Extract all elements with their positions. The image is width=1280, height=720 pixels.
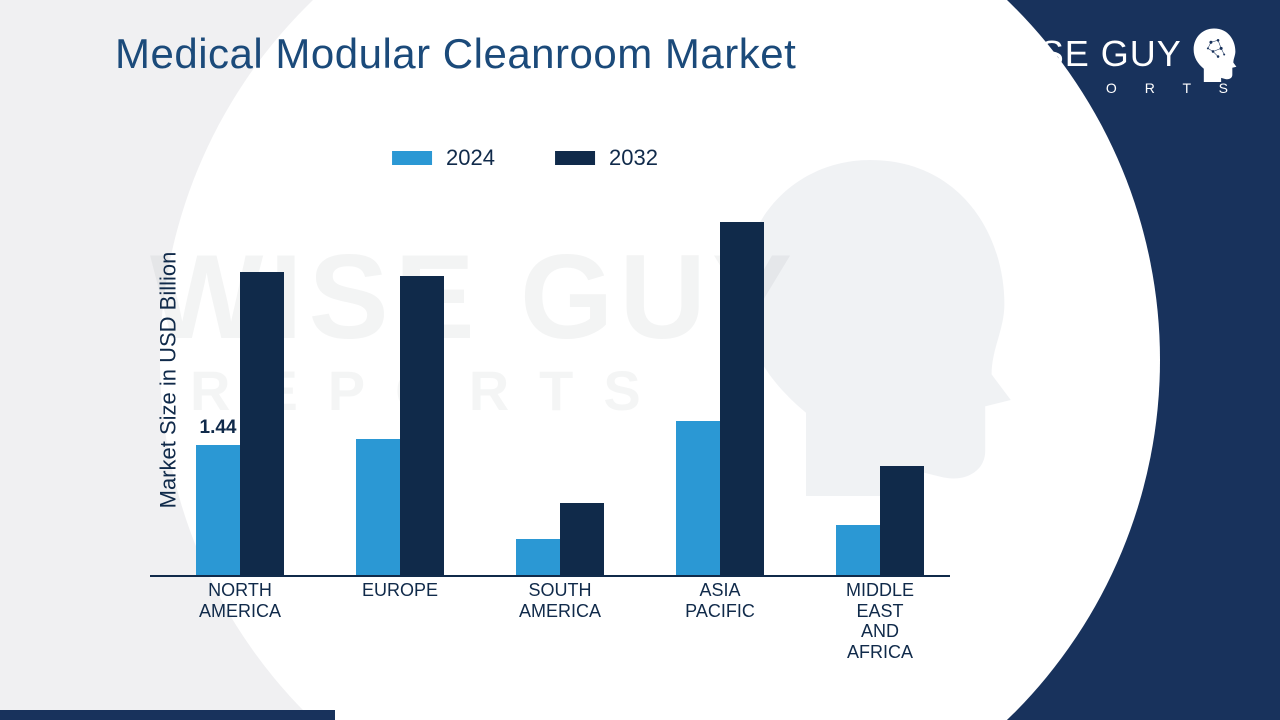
brand-head-icon xyxy=(1188,26,1240,82)
bar-pair xyxy=(820,195,940,575)
legend-label-2024: 2024 xyxy=(446,145,495,171)
canvas: WISE GUY REPORTS Medical Modular Cleanro… xyxy=(0,0,1280,720)
category-label: SOUTHAMERICA xyxy=(490,580,630,621)
bar-group: MIDDLEEASTANDAFRICA xyxy=(820,195,940,575)
bar-group: ASIAPACIFIC xyxy=(660,195,780,575)
bar-pair xyxy=(500,195,620,575)
brand-logo-main: WISE GUY xyxy=(994,26,1244,82)
brand-subtitle: R E P O R T S xyxy=(994,80,1244,96)
chart-region: Market Size in USD Billion 2024 2032 1.4… xyxy=(90,165,960,595)
bar-2032 xyxy=(240,272,284,575)
plot-area: 1.44NORTHAMERICA EUROPE SOUTHAMERICA ASIAPA… xyxy=(150,195,950,577)
legend-swatch-2032 xyxy=(555,151,595,165)
category-label: NORTHAMERICA xyxy=(170,580,310,621)
category-label: EUROPE xyxy=(330,580,470,601)
bar-group: SOUTHAMERICA xyxy=(500,195,620,575)
category-label: MIDDLEEASTANDAFRICA xyxy=(810,580,950,663)
bar-2024 xyxy=(196,445,240,575)
legend-item-2024: 2024 xyxy=(392,145,495,171)
bar-2024 xyxy=(356,439,400,575)
brand-logo: WISE GUY R E P O R T S xyxy=(994,26,1244,96)
bar-2032 xyxy=(880,466,924,575)
bar-2032 xyxy=(560,503,604,575)
legend-label-2032: 2032 xyxy=(609,145,658,171)
bar-value-label: 1.44 xyxy=(200,417,237,439)
bar-pair xyxy=(340,195,460,575)
legend-item-2032: 2032 xyxy=(555,145,658,171)
chart-title: Medical Modular Cleanroom Market xyxy=(115,30,796,78)
bar-pair: 1.44 xyxy=(180,195,300,575)
bar-2024 xyxy=(516,539,560,575)
bottom-accent-strip xyxy=(0,710,335,720)
bar-group: EUROPE xyxy=(340,195,460,575)
brand-name: WISE GUY xyxy=(994,33,1182,75)
bar-2032 xyxy=(720,222,764,575)
legend-swatch-2024 xyxy=(392,151,432,165)
bar-2024 xyxy=(676,421,720,575)
category-label: ASIAPACIFIC xyxy=(650,580,790,621)
bar-2024 xyxy=(836,525,880,575)
legend: 2024 2032 xyxy=(392,145,658,171)
bar-2032 xyxy=(400,276,444,575)
bar-pair xyxy=(660,195,780,575)
bar-group: 1.44NORTHAMERICA xyxy=(180,195,300,575)
